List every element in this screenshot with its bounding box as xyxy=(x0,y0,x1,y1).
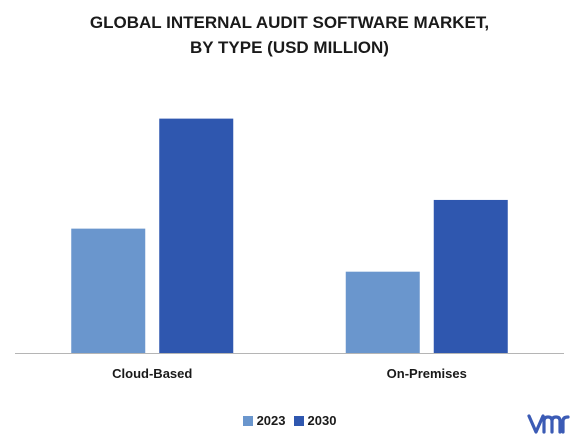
bar-on-premises-2030 xyxy=(433,199,508,353)
vmr-logo-icon xyxy=(527,414,570,434)
legend-item-2030: 2030 xyxy=(293,413,337,428)
chart-legend: 2023 2030 xyxy=(0,413,579,428)
bar-on-premises-2023 xyxy=(345,271,420,353)
legend-swatch-2030 xyxy=(293,415,304,426)
chart-title: GLOBAL INTERNAL AUDIT SOFTWARE MARKET, B… xyxy=(0,10,579,60)
bar-cloud-based-2023 xyxy=(71,228,146,353)
x-tick-label-cloud-based: Cloud-Based xyxy=(112,366,192,381)
x-tick-label-on-premises: On-Premises xyxy=(387,366,467,381)
legend-label-2030: 2030 xyxy=(307,413,337,428)
legend-item-2023: 2023 xyxy=(242,413,286,428)
chart-title-line-1: GLOBAL INTERNAL AUDIT SOFTWARE MARKET, xyxy=(89,13,490,32)
legend-swatch-2023 xyxy=(242,415,253,426)
bar-cloud-based-2030 xyxy=(159,118,234,353)
legend-label-2023: 2023 xyxy=(256,413,286,428)
chart-title-line-2: BY TYPE (USD MILLION) xyxy=(190,38,389,57)
